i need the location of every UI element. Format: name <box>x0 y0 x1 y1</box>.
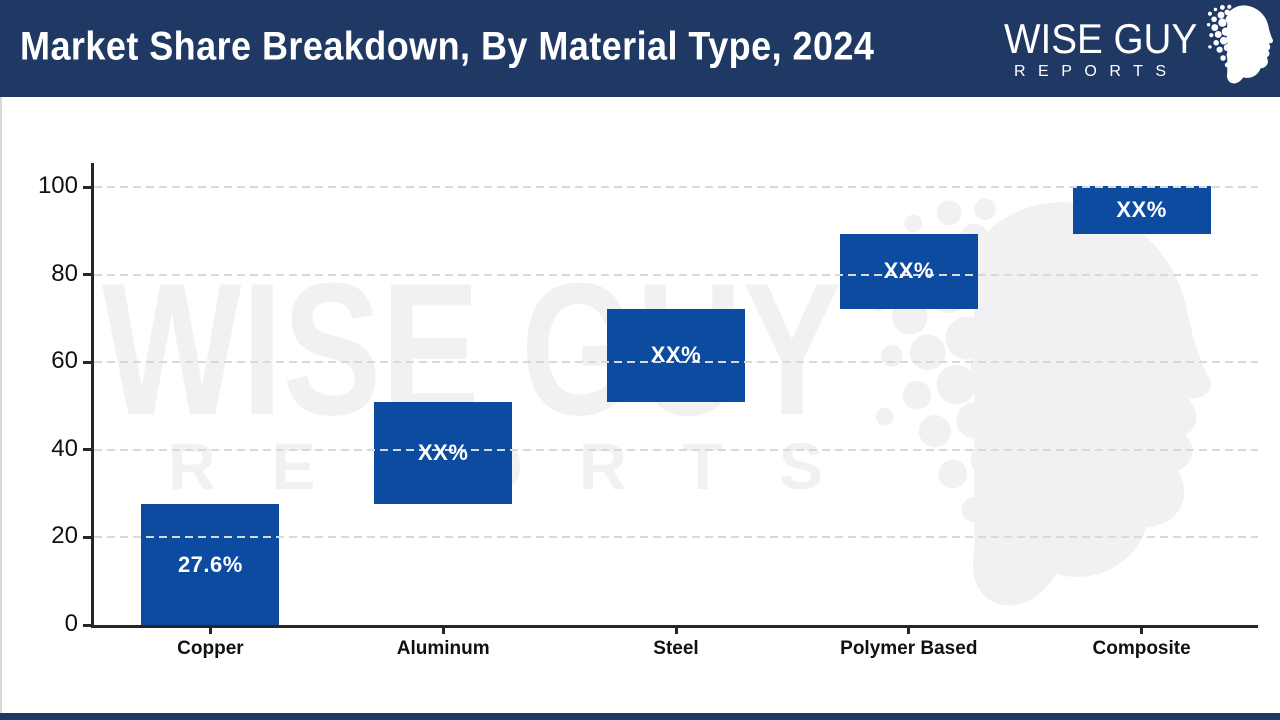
bar-composite: XX% <box>1072 186 1211 234</box>
y-axis-label: 40 <box>51 434 78 462</box>
x-axis-tick <box>208 625 212 634</box>
page-title: Market Share Breakdown, By Material Type… <box>20 24 875 69</box>
x-axis-tick <box>674 625 678 634</box>
x-axis-label: Aluminum <box>396 638 490 659</box>
footer-bar <box>0 713 1280 720</box>
gridline-80 <box>94 273 1258 276</box>
brand-name: WISE GUY <box>1003 14 1198 62</box>
bar-value-label: XX% <box>417 439 469 465</box>
gridline-60 <box>94 361 1258 364</box>
gridline-20 <box>94 536 1258 539</box>
brand-logo: WISE GUY REPORTS <box>1004 2 1274 96</box>
x-axis-label: Composite <box>1092 638 1191 659</box>
bar-steel: XX% <box>607 308 745 402</box>
gridline-40 <box>94 448 1258 451</box>
brand-text: WISE GUY REPORTS <box>1003 14 1214 81</box>
bar-value-label: XX% <box>650 342 702 368</box>
bar-value-label: 27.6% <box>177 551 243 577</box>
bar-polymer-based: XX% <box>839 233 978 309</box>
x-axis-label: Copper <box>177 638 244 659</box>
bar-aluminum: XX% <box>374 401 513 505</box>
chart-canvas: WISE GUY REPORTS 27.6% Copper XX% Aluminum X… <box>0 97 1278 713</box>
wiseguy-face-icon <box>1206 4 1274 84</box>
y-axis-label: 60 <box>51 347 78 375</box>
y-axis-label: 20 <box>51 522 78 550</box>
y-axis-label: 100 <box>37 172 78 200</box>
bar-value-label: XX% <box>883 258 934 284</box>
bar-copper: 27.6% <box>141 504 280 625</box>
bar-value-label: XX% <box>1116 196 1167 222</box>
x-axis-tick <box>907 625 911 634</box>
gridline-100 <box>94 186 1258 189</box>
x-axis-label: Polymer Based <box>840 638 978 659</box>
y-axis-tick <box>83 360 91 364</box>
y-axis-tick <box>83 273 91 277</box>
brand-subtitle: REPORTS <box>1013 62 1179 80</box>
y-axis-tick <box>83 623 91 627</box>
y-axis-tick <box>83 448 91 452</box>
y-axis-label: 80 <box>51 259 78 287</box>
x-axis-tick <box>1140 625 1144 634</box>
header-bar: Market Share Breakdown, By Material Type… <box>0 0 1280 97</box>
x-axis-label: Steel <box>653 638 699 659</box>
x-axis-tick <box>441 625 445 634</box>
y-axis-label: 0 <box>64 610 78 637</box>
plot-area: 27.6% Copper XX% Aluminum XX% Steel XX% Polymer… <box>38 163 1258 659</box>
y-axis-tick <box>83 535 91 539</box>
y-axis-tick <box>83 185 91 189</box>
